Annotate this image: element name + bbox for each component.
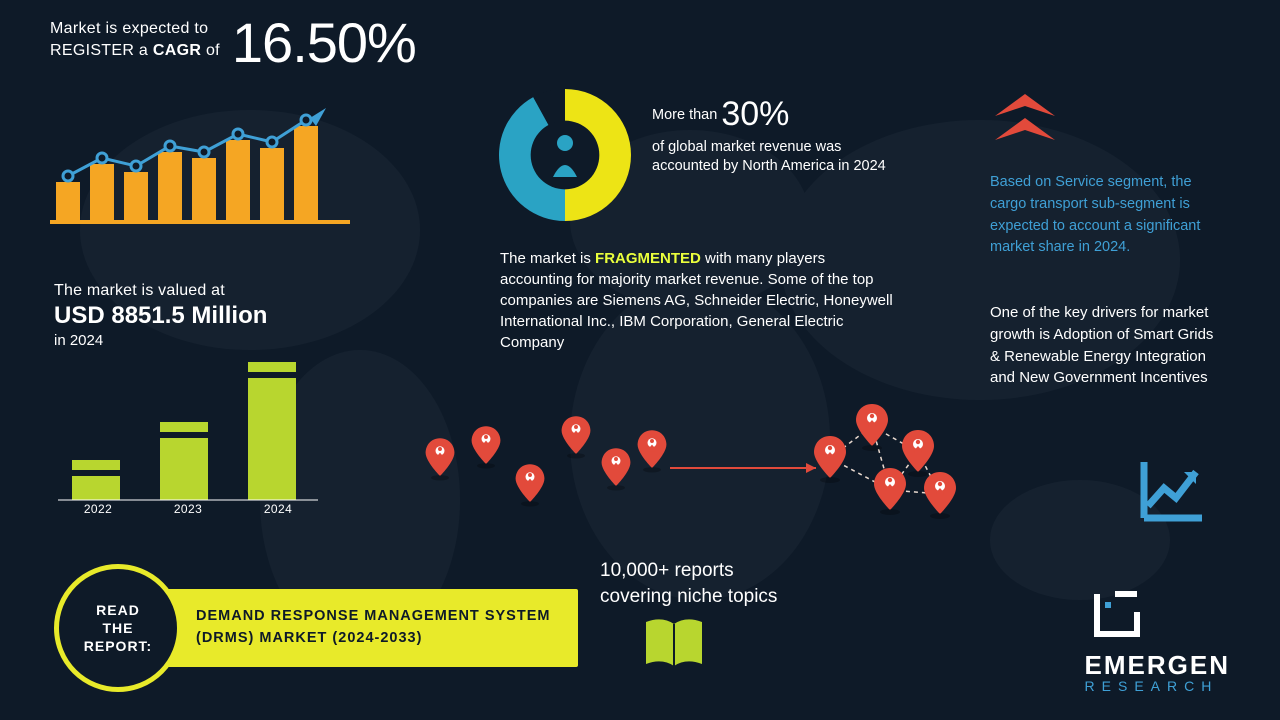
- emergen-logo-sub: RESEARCH: [1085, 678, 1230, 694]
- market-value-year: in 2024: [54, 332, 267, 349]
- cagr-block: Market is expected to REGISTER a CAGR of…: [50, 18, 416, 75]
- read-report-circle: READTHEREPORT:: [54, 564, 182, 692]
- reports-count-block: 10,000+ reports covering niche topics: [600, 558, 777, 609]
- emergen-logo-name: EMERGEN: [1085, 652, 1230, 678]
- donut-chart: [494, 84, 636, 226]
- emergen-logo: EMERGEN RESEARCH: [1085, 582, 1230, 694]
- key-driver-text: One of the key drivers for market growth…: [990, 302, 1220, 389]
- reports-caption: covering niche topics: [600, 584, 777, 610]
- barline-chart: [50, 86, 350, 236]
- fragmented-pins-graphic: [420, 398, 980, 538]
- market-value-bars: [58, 350, 318, 510]
- emergen-logo-mark: [1085, 582, 1149, 646]
- xlabel: 2024: [238, 502, 318, 516]
- xlabel: 2022: [58, 502, 138, 516]
- read-report-badge[interactable]: READTHEREPORT: DEMAND RESPONSE MANAGEMEN…: [54, 564, 578, 692]
- service-segment-text: Based on Service segment, the cargo tran…: [990, 172, 1230, 259]
- market-value-lead: The market is valued at: [54, 282, 267, 300]
- cagr-value: 16.50%: [232, 10, 416, 75]
- market-value-block: The market is valued at USD 8851.5 Milli…: [54, 282, 267, 349]
- fragmented-paragraph: The market is FRAGMENTED with many playe…: [500, 248, 900, 353]
- service-segment-block: Based on Service segment, the cargo tran…: [990, 90, 1230, 259]
- chevron-up-icon: [990, 90, 1060, 160]
- market-value-amount: USD 8851.5 Million: [54, 302, 267, 330]
- growth-arrow-icon: [1138, 454, 1208, 524]
- book-icon: [642, 616, 706, 672]
- donut-caption: More than 30% of global market revenue w…: [652, 92, 902, 177]
- cagr-label: Market is expected to REGISTER a CAGR of: [50, 18, 220, 61]
- reports-count: 10,000+ reports: [600, 558, 777, 584]
- read-report-title: DEMAND RESPONSE MANAGEMENT SYSTEM (DRMS)…: [134, 589, 578, 667]
- xlabel: 2023: [148, 502, 228, 516]
- market-value-xlabels: 2022 2023 2024: [58, 502, 318, 516]
